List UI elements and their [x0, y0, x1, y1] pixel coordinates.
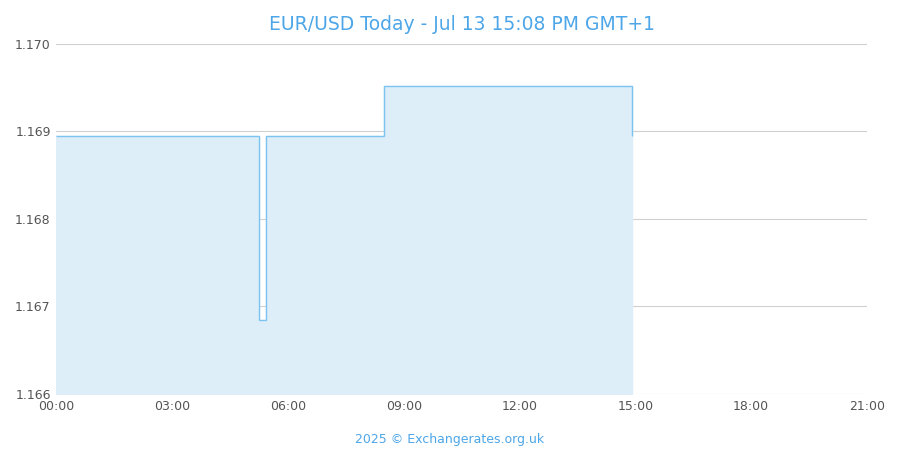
Title: EUR/USD Today - Jul 13 15:08 PM GMT+1: EUR/USD Today - Jul 13 15:08 PM GMT+1 [269, 15, 654, 34]
Text: 2025 © Exchangerates.org.uk: 2025 © Exchangerates.org.uk [356, 432, 544, 446]
